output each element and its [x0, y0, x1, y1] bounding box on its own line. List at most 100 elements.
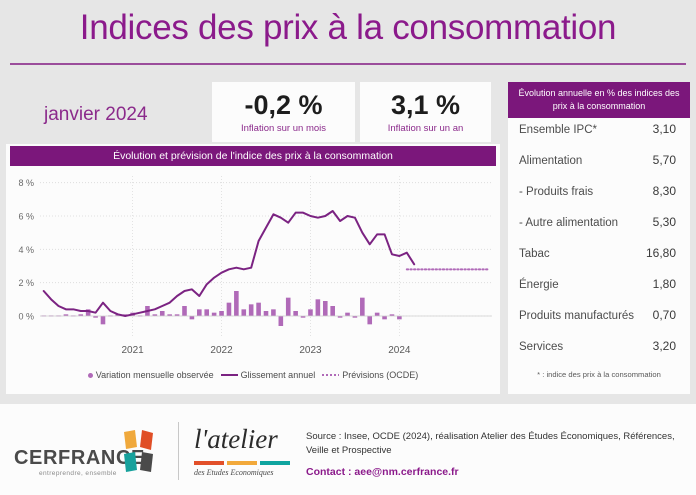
legend-item-monthly: Variation mensuelle observée	[87, 370, 214, 380]
kpi-value: -0,2 %	[244, 89, 323, 120]
kpi-card-annual-inflation: 3,1 % Inflation sur un an	[360, 82, 491, 142]
chart-bar	[219, 311, 224, 316]
y-axis-tick-label: 2 %	[18, 278, 34, 288]
atelier-wordmark: l'atelier	[194, 424, 278, 454]
chart-title: Évolution et prévision de l'indice des p…	[10, 146, 496, 166]
atelier-logo: l'atelier des Etudes Economiques	[192, 424, 297, 480]
chart-bar	[397, 316, 402, 320]
chart-bar	[204, 309, 210, 316]
chart-bar	[78, 314, 84, 316]
panel-row-list: Ensemble IPC* 3,10 Alimentation 5,70 - Produ…	[508, 122, 690, 370]
page-footer: CERFRANCE entreprendre, ensemble l'ateli…	[0, 404, 696, 495]
chart-bar	[100, 316, 106, 325]
chart-bar	[322, 301, 328, 316]
legend-item-annual: Glissement annuel	[220, 370, 316, 380]
chart-bar	[182, 306, 187, 316]
chart-bar	[226, 302, 232, 316]
panel-row-value: 16,80	[645, 246, 676, 260]
legend-dot-icon	[87, 372, 93, 378]
atelier-bar-2	[227, 461, 257, 465]
inflation-chart-card: Évolution et prévision de l'indice des p…	[6, 144, 500, 394]
kpi-value: 3,1 %	[390, 89, 461, 120]
panel-row: Ensemble IPC* 3,10	[508, 122, 690, 153]
chart-svg: 0 % 2 % 4 % 6 % 8 % 2021 2022 2023 2024	[18, 176, 492, 356]
chart-bar	[389, 314, 395, 316]
chart-bar	[63, 314, 69, 316]
header-divider	[10, 63, 686, 65]
chart-bar	[93, 316, 98, 318]
chart-bar	[278, 316, 284, 326]
panel-row-value: 1,80	[652, 277, 676, 291]
y-axis-tick-label: 8 %	[18, 178, 34, 188]
panel-row-value: 3,10	[652, 122, 676, 136]
panel-row-value: 5,70	[652, 153, 676, 167]
panel-row-label: - Produits frais	[519, 186, 594, 198]
annual-change-line	[42, 210, 416, 317]
legend-label: Variation mensuelle observée	[95, 370, 214, 380]
chart-bar	[330, 306, 335, 316]
atelier-tagline: des Etudes Economiques	[194, 468, 274, 477]
y-axis-tick-label: 4 %	[18, 245, 34, 255]
chart-bar	[374, 312, 380, 316]
kpi-caption: Inflation sur un mois	[240, 122, 326, 134]
panel-row: Énergie 1,80	[508, 277, 690, 308]
panel-row-value: 3,20	[652, 339, 676, 353]
panel-row-label: Ensemble IPC*	[519, 124, 597, 136]
atelier-bar-3	[260, 461, 290, 465]
footer-divider	[178, 422, 179, 480]
chart-bar	[285, 297, 291, 316]
atelier-color-bars	[194, 461, 290, 465]
y-axis-tick-label: 6 %	[18, 212, 34, 222]
legend-dashed-line-icon	[322, 374, 340, 376]
x-axis-tick-label: 2021	[121, 345, 144, 356]
x-axis-tick-label: 2023	[299, 345, 322, 356]
panel-row-value: 8,30	[652, 184, 676, 198]
legend-label: Glissement annuel	[240, 370, 316, 380]
chart-bar	[159, 311, 165, 316]
chart-bar	[263, 311, 269, 316]
panel-row-label: - Autre alimentation	[519, 217, 619, 229]
panel-row: - Produits frais 8,30	[508, 184, 690, 215]
panel-row: Tabac 16,80	[508, 246, 690, 277]
chart-bar	[256, 302, 261, 316]
chart-bar	[293, 311, 298, 316]
legend-label: Prévisions (OCDE)	[342, 370, 419, 380]
chart-bar	[174, 314, 180, 316]
chart-bar	[85, 309, 91, 316]
chart-plot-area: 0 % 2 % 4 % 6 % 8 % 2021 2022 2023 2024	[6, 168, 500, 364]
chart-bar	[248, 304, 254, 316]
panel-title: Évolution annuelle en % des indices des …	[508, 82, 690, 118]
panel-row-value: 5,30	[652, 215, 676, 229]
cerfrance-wordmark: CERFRANCE	[14, 447, 145, 469]
panel-row-label: Alimentation	[519, 155, 583, 167]
panel-row: - Autre alimentation 5,30	[508, 215, 690, 246]
legend-item-forecast: Prévisions (OCDE)	[322, 370, 418, 380]
page-header: Indices des prix à la consommation	[0, 0, 696, 78]
panel-row-label: Produits manufacturés	[519, 310, 635, 322]
chart-bar	[308, 309, 313, 316]
chart-bar	[367, 316, 373, 325]
panel-row: Alimentation 5,70	[508, 153, 690, 184]
chart-bar	[234, 291, 239, 316]
chart-bar	[300, 316, 306, 318]
panel-row: Services 3,20	[508, 339, 690, 370]
panel-footnote: * : indice des prix à la consommation	[537, 370, 661, 379]
panel-row-label: Services	[519, 341, 564, 353]
chart-bar	[271, 309, 276, 316]
chart-bar	[360, 297, 365, 316]
panel-row: Produits manufacturés 0,70	[508, 308, 690, 339]
chart-bar	[189, 316, 195, 320]
chart-bar	[197, 309, 202, 316]
chart-bar	[241, 309, 247, 316]
panel-row-label: Énergie	[519, 279, 559, 291]
atelier-bar-1	[194, 461, 224, 465]
chart-bar	[152, 314, 158, 316]
y-axis-tick-label: 0 %	[18, 312, 34, 322]
page-title: Indices des prix à la consommation	[79, 8, 617, 47]
x-axis-tick-label: 2024	[388, 345, 411, 356]
chart-bar	[352, 316, 358, 318]
kpi-caption: Inflation sur un an	[387, 122, 464, 134]
annual-indices-panel: Évolution annuelle en % des indices des …	[508, 82, 690, 394]
source-note: Source : Insee, OCDE (2024), réalisation…	[306, 431, 675, 456]
chart-legend: Variation mensuelle observée Glissement …	[6, 370, 500, 380]
